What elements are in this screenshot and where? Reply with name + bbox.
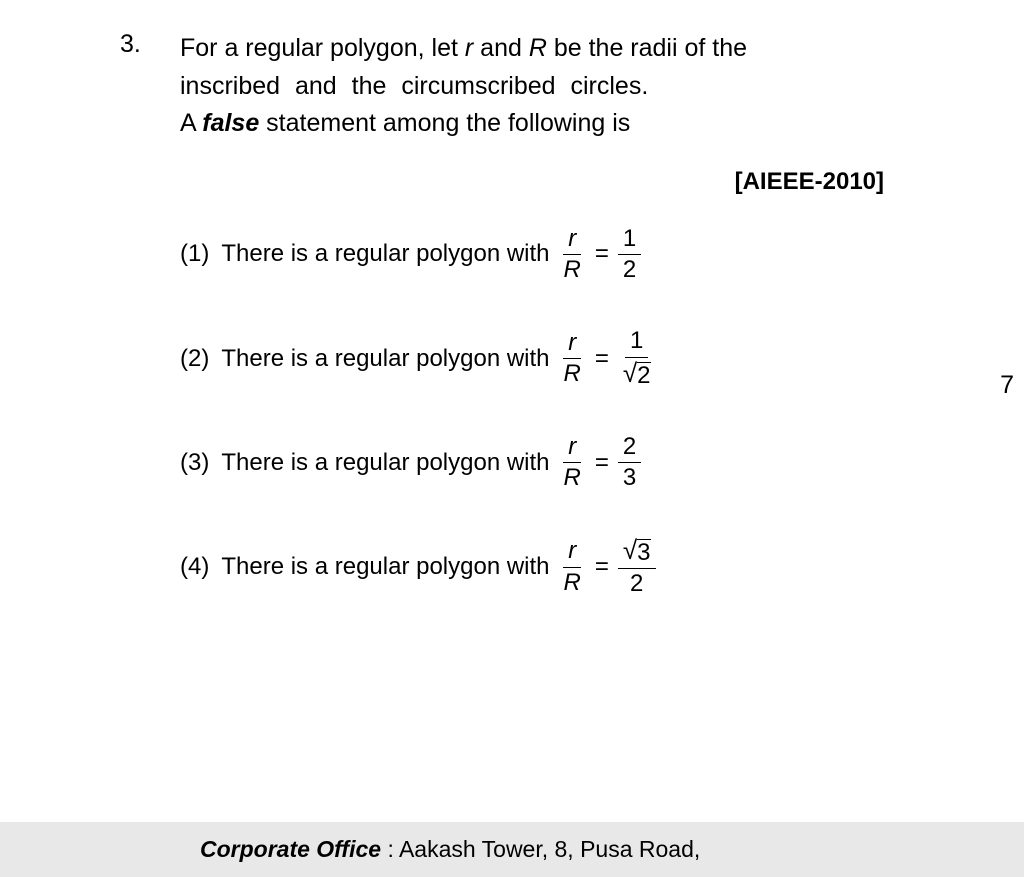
option-text: There is a regular polygon with rR = 1√2: [221, 328, 658, 389]
options-block: (1) There is a regular polygon with rR = 12…: [180, 226, 984, 598]
equals-sign: =: [595, 345, 609, 373]
equals-sign: =: [595, 449, 609, 477]
question-container: 3. For a regular polygon, let r and R be…: [0, 0, 1024, 598]
q-text-a: For a regular polygon, let: [180, 34, 465, 62]
question-line-2: inscribed and the circumscribed circles.: [180, 68, 747, 106]
option-prefix: There is a regular polygon with: [221, 345, 549, 373]
option-row: (4) There is a regular polygon with rR = √3…: [180, 537, 984, 598]
variable-capital-r: R: [529, 34, 547, 62]
option-text: There is a regular polygon with rR = 23: [221, 434, 644, 492]
ratio-value: √32: [618, 537, 656, 598]
exam-tag: [AIEEE-2010]: [120, 168, 884, 196]
q-text-c: be the radii of the: [547, 34, 747, 62]
ratio-r-over-R: rR: [559, 226, 586, 284]
footer-bar: Corporate Office : Aakash Tower, 8, Pusa…: [0, 822, 1024, 877]
question-number: 3.: [120, 30, 180, 59]
q-text-b: and: [473, 34, 529, 62]
ratio-value: 23: [618, 434, 641, 492]
option-prefix: There is a regular polygon with: [221, 553, 549, 581]
option-number: (1): [180, 240, 209, 268]
page-side-number: 7: [1000, 371, 1014, 400]
false-keyword: false: [202, 109, 259, 137]
ratio-value: 1√2: [618, 328, 656, 389]
q-text-3a: A: [180, 109, 202, 137]
q-text-3b: statement among the following is: [259, 109, 630, 137]
ratio-r-over-R: rR: [559, 434, 586, 492]
equals-sign: =: [595, 240, 609, 268]
question-text: For a regular polygon, let r and R be th…: [180, 30, 747, 143]
question-line-1: For a regular polygon, let r and R be th…: [180, 30, 747, 68]
footer-label: Corporate Office: [200, 836, 381, 862]
question-line-3: A false statement among the following is: [180, 105, 747, 143]
option-row: (1) There is a regular polygon with rR = 12: [180, 226, 984, 284]
equals-sign: =: [595, 553, 609, 581]
ratio-value: 12: [618, 226, 641, 284]
option-row: (2) There is a regular polygon with rR = 1√…: [180, 328, 984, 389]
question-row: 3. For a regular polygon, let r and R be…: [120, 30, 984, 143]
option-prefix: There is a regular polygon with: [221, 240, 549, 268]
option-text: There is a regular polygon with rR = 12: [221, 226, 644, 284]
variable-r: r: [465, 34, 473, 62]
ratio-r-over-R: rR: [559, 330, 586, 388]
ratio-r-over-R: rR: [559, 538, 586, 596]
footer-text: : Aakash Tower, 8, Pusa Road,: [381, 836, 700, 862]
option-number: (2): [180, 345, 209, 373]
option-text: There is a regular polygon with rR = √32: [221, 537, 658, 598]
option-number: (3): [180, 449, 209, 477]
option-prefix: There is a regular polygon with: [221, 449, 549, 477]
option-row: (3) There is a regular polygon with rR = 23: [180, 434, 984, 492]
option-number: (4): [180, 553, 209, 581]
